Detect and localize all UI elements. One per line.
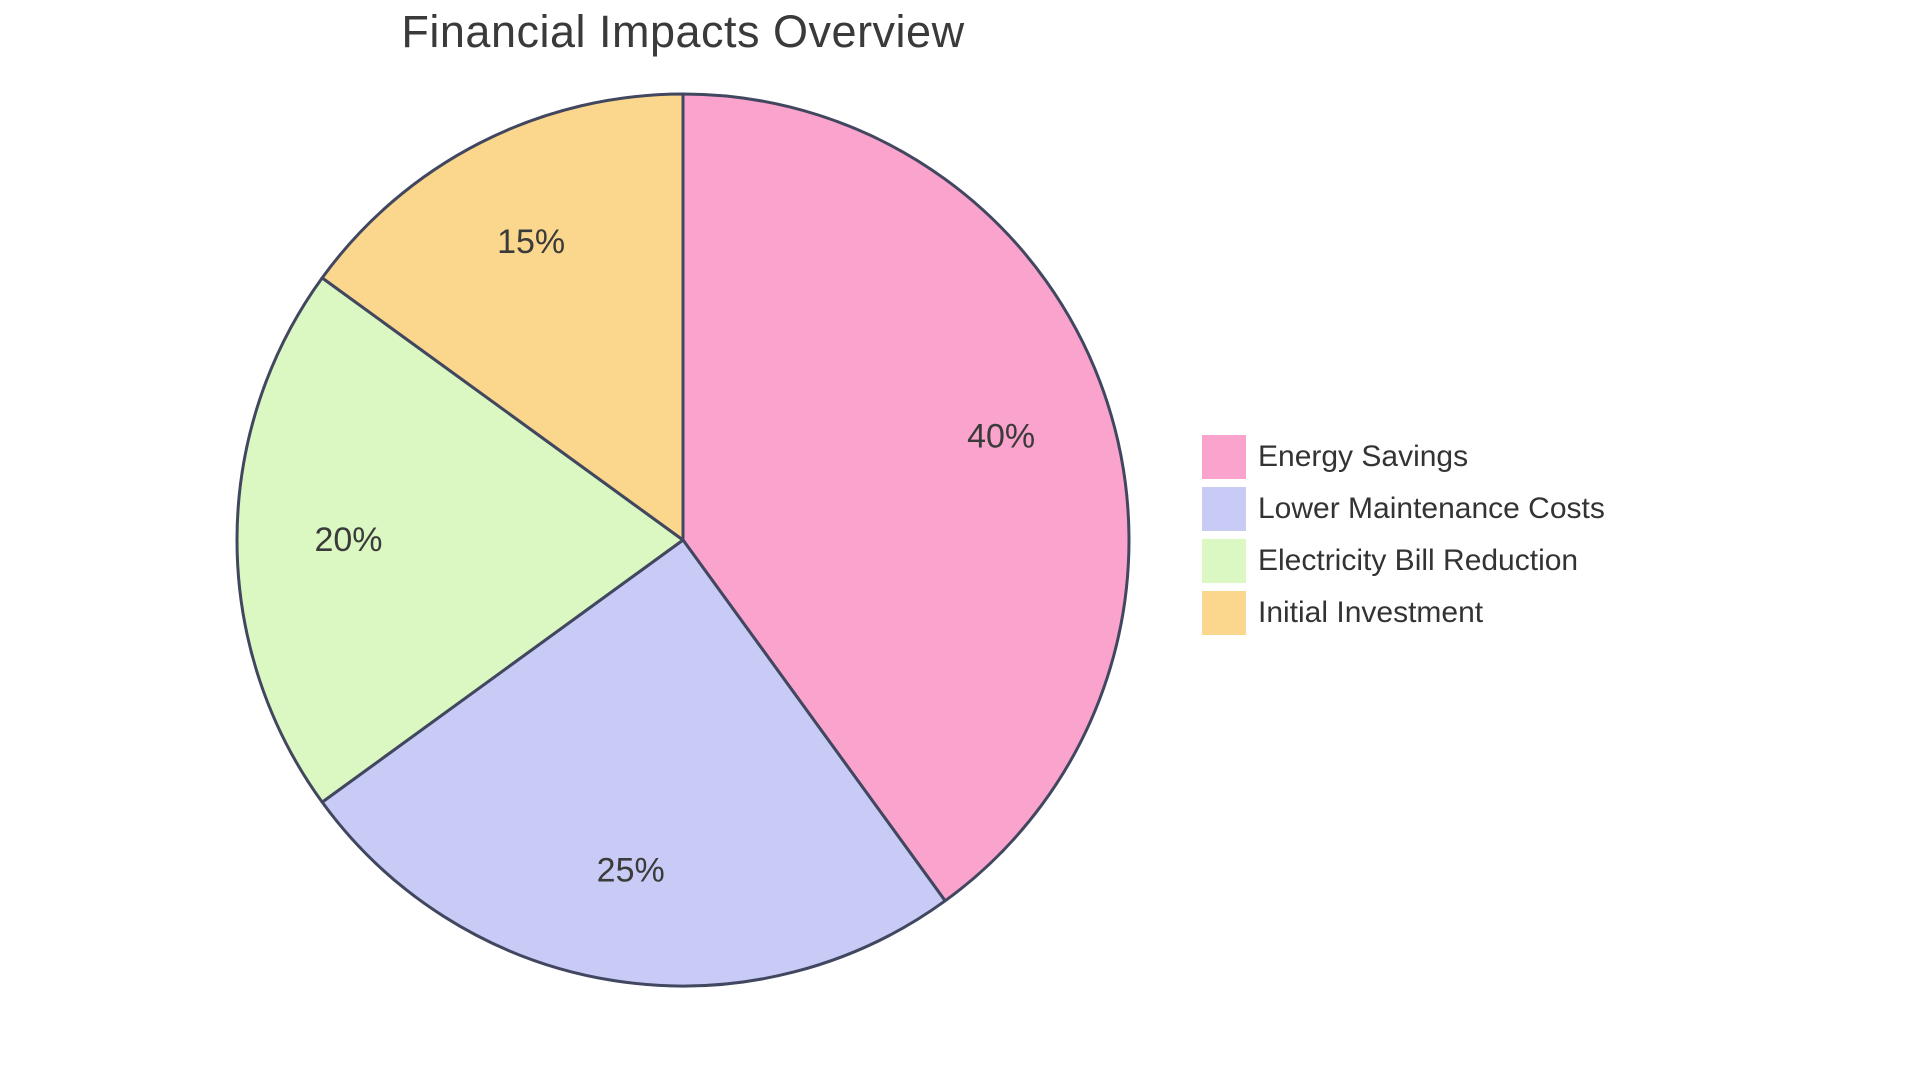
pie-slice-energy-savings: [681, 92, 1131, 903]
legend-item-lower-maintenance-costs: Lower Maintenance Costs: [1202, 487, 1605, 531]
slice-value-label: 40%: [967, 418, 1035, 456]
pie-slice-lower-maintenance-costs: [320, 538, 947, 988]
pie-slice-initial-investment: [320, 92, 685, 542]
slice-value-label: 25%: [597, 851, 665, 889]
chart-title: Financial Impacts Overview: [401, 6, 965, 57]
legend-swatch-icon: [1202, 591, 1246, 635]
legend-label: Electricity Bill Reduction: [1258, 544, 1579, 577]
legend-swatch-icon: [1202, 487, 1246, 531]
slice-value-label: 15%: [497, 223, 565, 261]
legend-item-energy-savings: Energy Savings: [1202, 435, 1605, 479]
legend-swatch-icon: [1202, 435, 1246, 479]
slice-value-label: 20%: [314, 521, 382, 559]
legend-item-initial-investment: Initial Investment: [1202, 591, 1605, 635]
legend-label: Energy Savings: [1258, 440, 1469, 473]
legend-swatch-icon: [1202, 539, 1246, 583]
legend: Energy Savings Lower Maintenance Costs E…: [1202, 435, 1605, 635]
legend-item-electricity-bill-reduction: Electricity Bill Reduction: [1202, 539, 1605, 583]
legend-label: Initial Investment: [1258, 596, 1484, 629]
legend-label: Lower Maintenance Costs: [1258, 492, 1605, 525]
pie-slice-electricity-bill-reduction: [235, 276, 685, 804]
